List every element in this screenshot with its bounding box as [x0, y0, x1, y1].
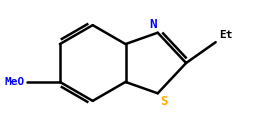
Text: MeO: MeO: [5, 77, 25, 87]
Text: N: N: [149, 18, 157, 31]
Text: Et: Et: [219, 30, 232, 40]
Text: S: S: [161, 95, 168, 108]
